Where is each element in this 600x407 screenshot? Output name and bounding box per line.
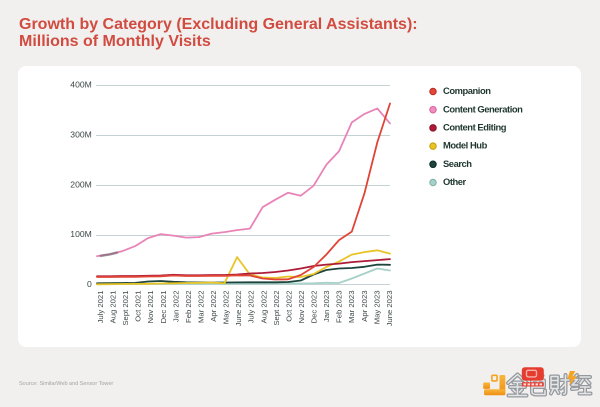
- svg-text:Content Generation: Content Generation: [443, 103, 523, 114]
- svg-text:Feb 2023: Feb 2023: [335, 291, 344, 323]
- svg-text:Nov 2022: Nov 2022: [297, 291, 306, 324]
- svg-text:May 2022: May 2022: [222, 291, 231, 325]
- svg-text:300M: 300M: [70, 130, 92, 140]
- svg-text:100M: 100M: [70, 229, 92, 239]
- svg-text:Other: Other: [443, 176, 467, 187]
- svg-text:Feb 2022: Feb 2022: [184, 291, 193, 323]
- svg-text:Jan 2023: Jan 2023: [322, 291, 331, 323]
- svg-text:June 2022: June 2022: [234, 291, 243, 327]
- svg-text:Sept 2021: Sept 2021: [121, 291, 130, 326]
- svg-text:Apr 2022: Apr 2022: [209, 291, 218, 322]
- svg-text:Companion: Companion: [443, 85, 491, 96]
- svg-text:Jan 2022: Jan 2022: [171, 291, 180, 323]
- svg-text:Model Hub: Model Hub: [443, 140, 488, 151]
- svg-text:Sept 2022: Sept 2022: [272, 291, 281, 326]
- svg-text:0: 0: [87, 279, 92, 289]
- svg-text:Apr 2023: Apr 2023: [360, 291, 369, 322]
- svg-text:Content Editing: Content Editing: [443, 122, 507, 133]
- svg-text:Mar 2022: Mar 2022: [197, 291, 206, 323]
- svg-text:July 2022: July 2022: [247, 291, 256, 324]
- svg-text:Nov 2021: Nov 2021: [146, 291, 155, 324]
- svg-text:Dec 2021: Dec 2021: [159, 291, 168, 324]
- svg-text:200M: 200M: [70, 179, 92, 189]
- svg-text:July 2021: July 2021: [96, 291, 105, 324]
- svg-text:Dec 2022: Dec 2022: [310, 291, 319, 324]
- svg-text:Aug 2022: Aug 2022: [259, 291, 268, 324]
- svg-text:Aug 2021: Aug 2021: [109, 291, 118, 324]
- svg-text:Oct 2021: Oct 2021: [134, 291, 143, 322]
- svg-text:June 2023: June 2023: [385, 291, 394, 327]
- svg-text:Search: Search: [443, 158, 472, 169]
- svg-text:Oct 2022: Oct 2022: [284, 291, 293, 322]
- svg-text:Mar 2023: Mar 2023: [347, 291, 356, 323]
- svg-text:May 2023: May 2023: [372, 291, 381, 325]
- svg-text:400M: 400M: [70, 80, 92, 90]
